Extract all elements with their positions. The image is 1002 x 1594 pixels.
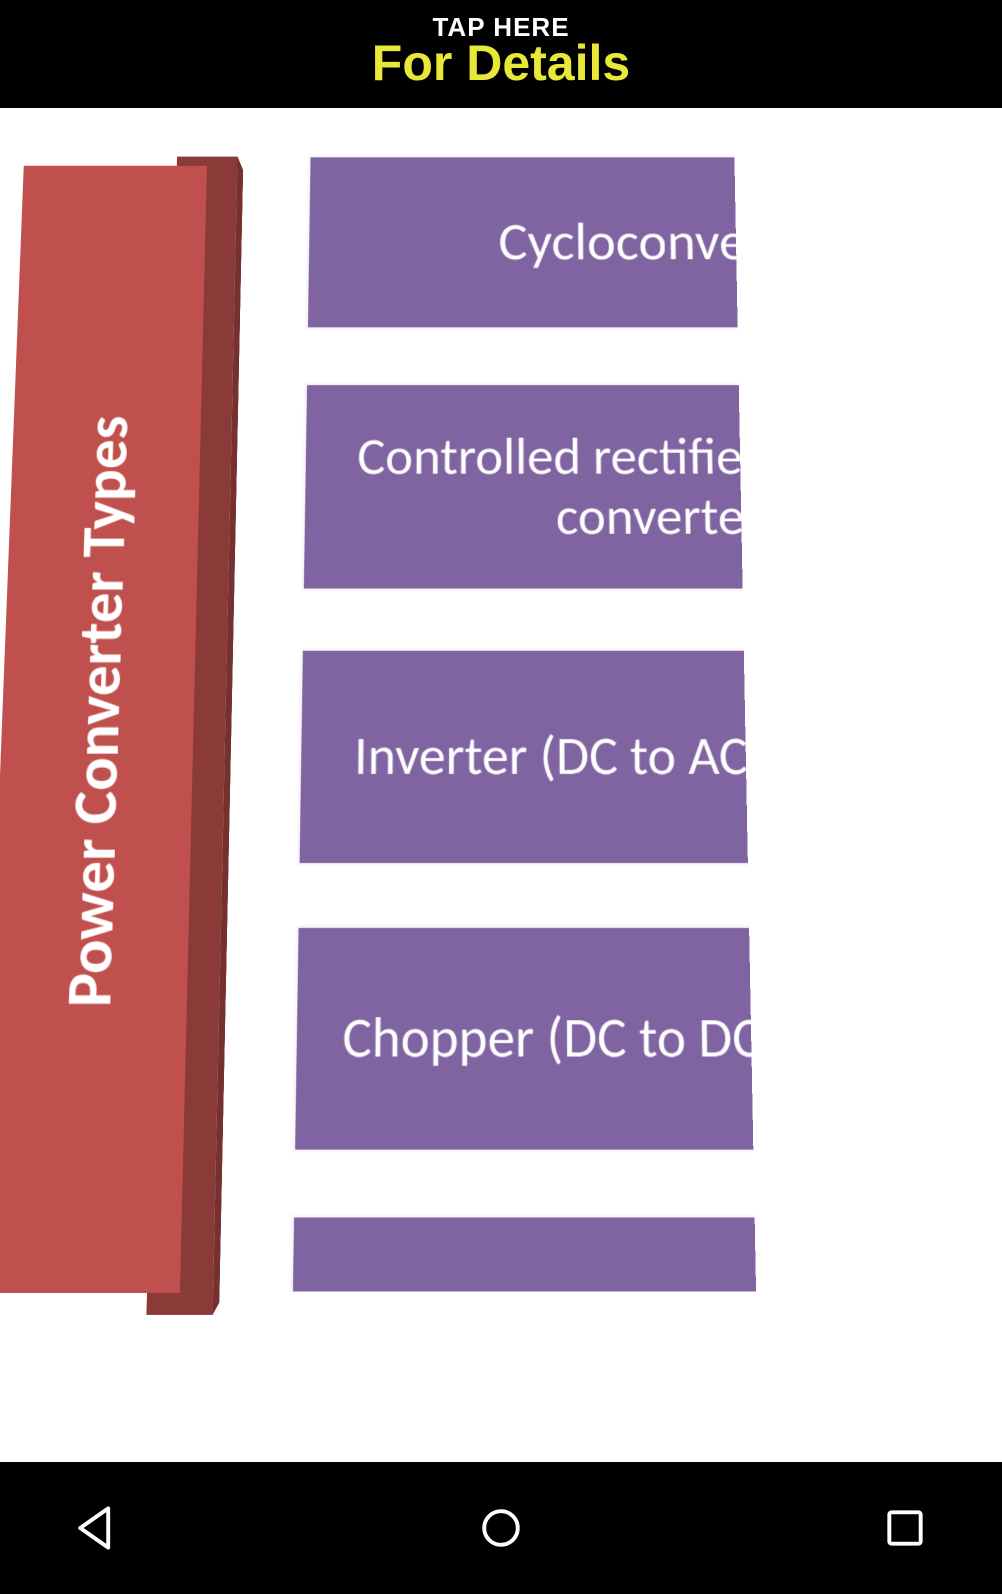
tap-here-line2: For Details xyxy=(372,38,630,88)
connector-1 xyxy=(239,484,297,488)
tap-here-cta[interactable]: TAP HERE For Details xyxy=(372,14,630,88)
connector-4 xyxy=(222,1315,283,1319)
nav-home-button[interactable] xyxy=(464,1491,538,1565)
root-label: Power Converter Types xyxy=(51,416,145,1008)
child-block-2: Inverter (DC to AC converter) xyxy=(297,648,1002,866)
child-label-0: Cycloconverter xyxy=(305,155,1002,331)
nav-recent-button[interactable] xyxy=(868,1491,942,1565)
child-block-1: Controlled rectifier (AC to DC converter… xyxy=(301,382,1002,591)
child-label-3: Chopper (DC to DC converter) xyxy=(292,925,1002,1153)
nav-back-button[interactable] xyxy=(60,1491,134,1565)
connector-2 xyxy=(234,754,293,758)
child-label-2: Inverter (DC to AC converter) xyxy=(297,648,1002,866)
android-navbar xyxy=(0,1462,1002,1594)
child-block-0: Cycloconverter xyxy=(305,155,1002,331)
child-block-3: Chopper (DC to DC converter) xyxy=(292,925,1002,1153)
child-label-1: Controlled rectifier (AC to DC converter… xyxy=(301,382,1002,591)
root-pillar: Power Converter Types xyxy=(0,173,210,1287)
child-block-4: AC voltage controller xyxy=(288,1214,1002,1422)
diagram-3d-scene: Power Converter Types Cycloconverter Cont… xyxy=(0,47,1002,1594)
connector-0 xyxy=(244,240,300,244)
child-label-4: AC voltage controller xyxy=(288,1214,1002,1422)
connector-3 xyxy=(228,1036,288,1040)
